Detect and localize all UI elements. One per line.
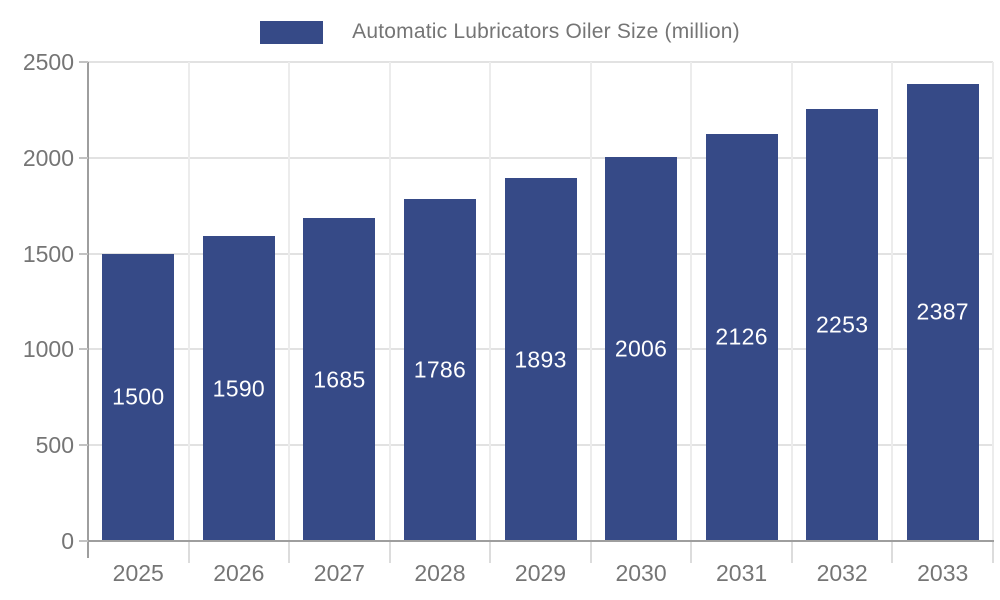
x-axis-tick <box>489 542 492 563</box>
x-axis-tick <box>288 542 291 563</box>
gridline-vertical <box>992 62 994 541</box>
x-axis-label: 2033 <box>917 560 969 586</box>
bar: 1590 <box>202 236 275 541</box>
legend-label: Automatic Lubricators Oiler Size (millio… <box>352 20 740 43</box>
gridline-vertical <box>589 62 592 541</box>
x-axis-tick <box>790 542 793 563</box>
gridline-vertical <box>790 62 793 541</box>
y-axis-tick <box>79 348 88 351</box>
x-axis-tick <box>388 542 391 563</box>
gridline-vertical <box>388 62 391 541</box>
gridline-horizontal <box>88 156 993 159</box>
x-axis-label: 2028 <box>414 560 466 586</box>
x-axis-label: 2032 <box>816 560 868 586</box>
y-axis-label: 1000 <box>22 336 74 363</box>
legend-swatch <box>260 20 324 44</box>
bar-value-label: 2126 <box>715 323 768 350</box>
bar: 2126 <box>705 133 778 541</box>
bar-value-label: 1786 <box>413 356 467 383</box>
bar: 2387 <box>906 83 979 541</box>
x-axis-tick <box>187 542 190 563</box>
bar-value-label: 1500 <box>112 383 165 410</box>
bar-value-label: 2387 <box>916 298 969 325</box>
gridline-vertical <box>891 62 894 541</box>
x-axis-label: 2027 <box>313 560 365 586</box>
bar-value-label: 1893 <box>514 346 567 373</box>
bar: 2253 <box>806 109 879 541</box>
gridline-vertical <box>187 62 190 541</box>
bar: 1893 <box>504 178 577 541</box>
y-axis-tick <box>79 156 88 159</box>
bar-value-label: 1685 <box>313 366 366 393</box>
gridline-vertical <box>288 62 291 541</box>
x-axis-label: 2030 <box>615 560 667 586</box>
y-axis-label: 0 <box>61 528 74 554</box>
x-axis-label: 2026 <box>213 560 265 586</box>
bar-value-label: 1590 <box>212 375 266 402</box>
y-axis-label: 2500 <box>22 49 74 75</box>
y-axis-label: 500 <box>35 432 74 459</box>
y-axis-label: 1500 <box>22 240 74 267</box>
gridline-vertical <box>690 62 693 541</box>
x-axis-label: 2029 <box>514 560 567 586</box>
y-axis-tick <box>79 444 88 447</box>
bar-value-label: 2253 <box>815 311 869 338</box>
legend: Automatic Lubricators Oiler Size (millio… <box>0 17 1000 47</box>
y-axis-tick <box>79 61 88 63</box>
x-axis-tick <box>992 542 994 563</box>
x-axis-label: 2025 <box>112 560 164 586</box>
y-axis-label: 2000 <box>22 144 74 171</box>
bar: 1500 <box>102 253 175 541</box>
y-axis-line <box>87 62 89 558</box>
plot-area: 1500 1590 1685 1786 1893 2006 2126 2253 2387 <box>88 61 994 541</box>
bar: 1786 <box>403 198 476 541</box>
gridline-horizontal <box>88 61 993 63</box>
bar: 1685 <box>303 218 376 541</box>
x-axis-tick <box>891 542 894 563</box>
x-axis-tick <box>690 542 693 563</box>
y-axis-tick <box>79 252 88 255</box>
bar-value-label: 2006 <box>614 335 668 362</box>
bar: 2006 <box>605 156 678 541</box>
x-axis-line <box>87 540 994 542</box>
y-axis-tick <box>79 540 88 542</box>
x-axis-label: 2031 <box>716 560 768 586</box>
x-axis-tick <box>589 542 592 563</box>
gridline-vertical <box>489 62 492 541</box>
